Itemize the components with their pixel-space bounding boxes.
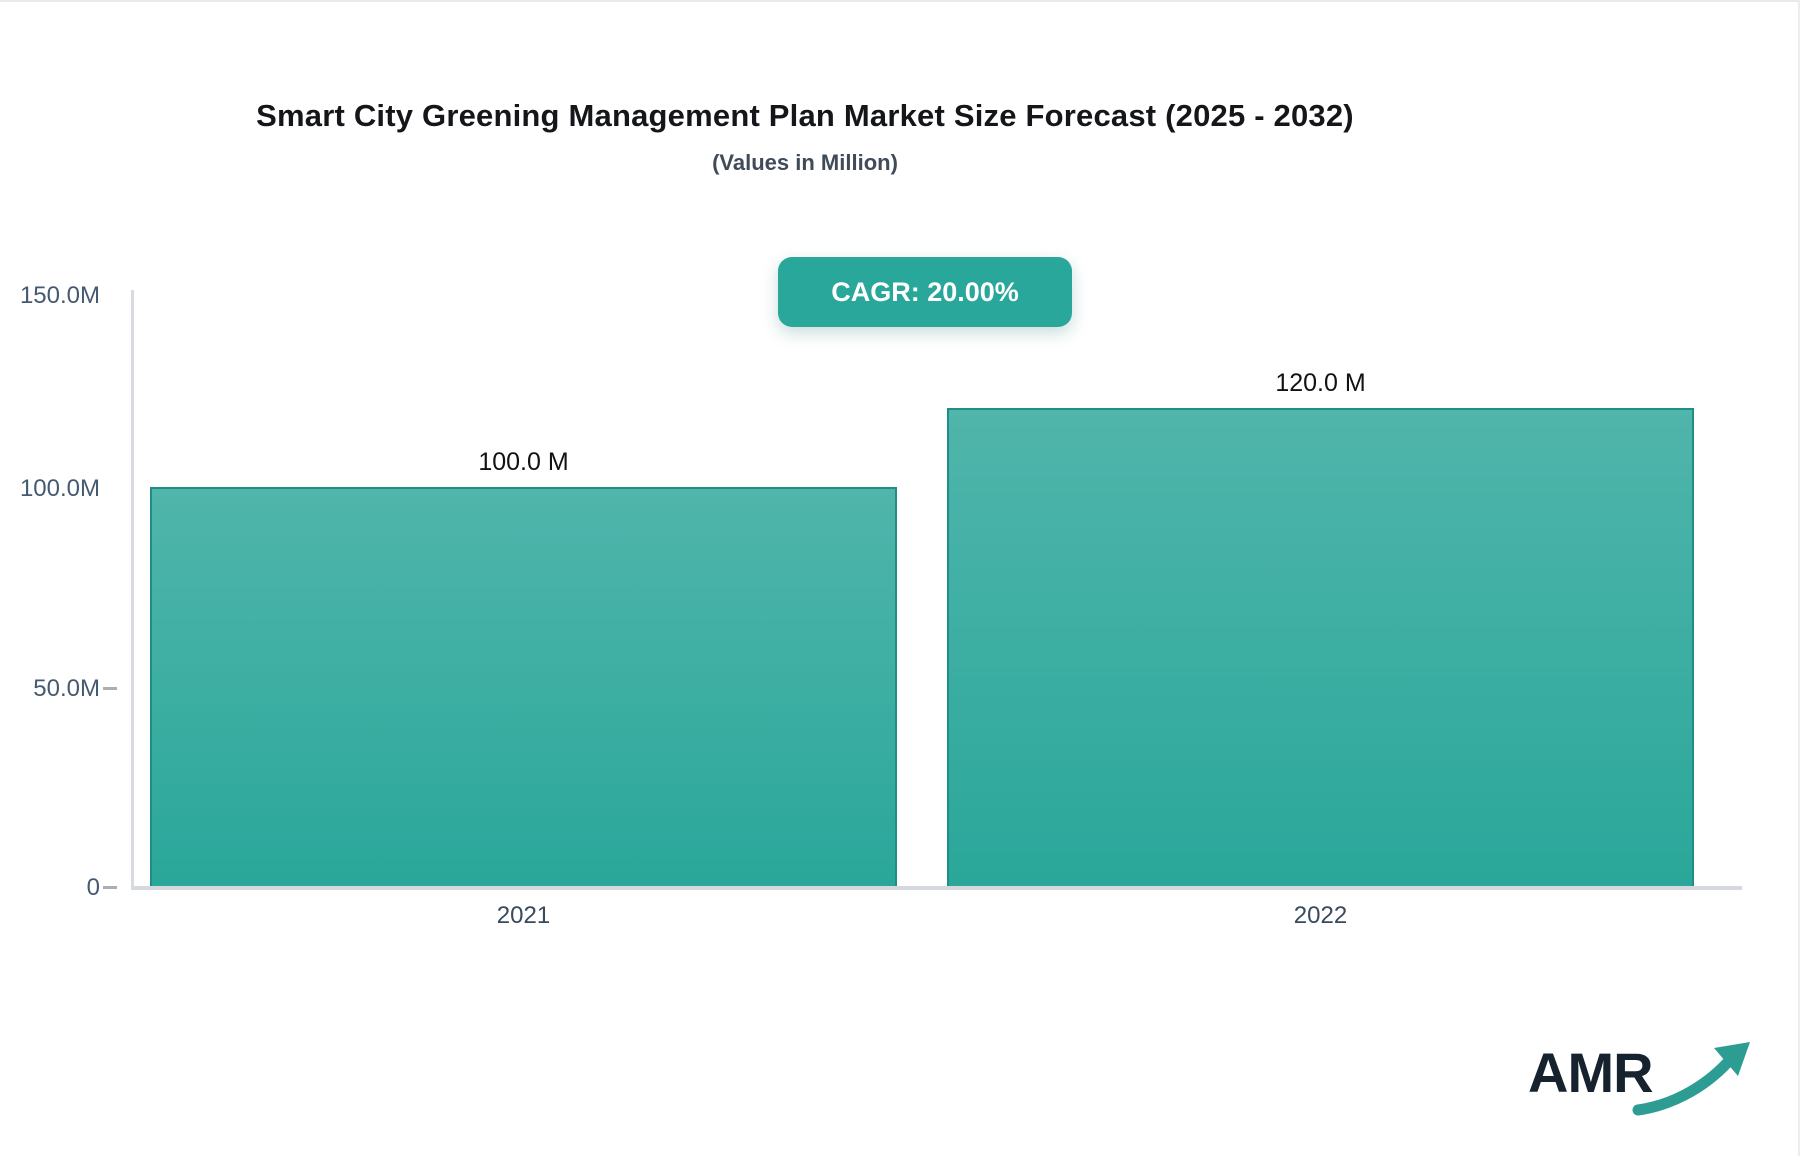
bar-2021[interactable] [150, 487, 897, 886]
y-tick-label-150: 150.0M [19, 282, 100, 309]
bar-value-label-2021: 100.0 M [478, 448, 569, 476]
chart-title: Smart City Greening Management Plan Mark… [256, 98, 1354, 133]
x-tick-label-2022: 2022 [1293, 902, 1348, 929]
x-tick-label-2021: 2021 [496, 902, 551, 929]
y-axis-labels: 150.0M 100.0M 50.0M 0 [10, 282, 100, 901]
y-tick-label-0: 0 [86, 874, 100, 901]
y-axis-line [131, 290, 134, 888]
y-tick-label-50: 50.0M [33, 675, 100, 702]
y-axis-tick-0 [103, 886, 117, 889]
cagr-badge: CAGR: 20.00% [778, 257, 1072, 327]
bar-value-label-2022: 120.0 M [1275, 369, 1366, 397]
amr-logo: AMR [1528, 1032, 1758, 1122]
amr-logo-text: AMR [1528, 1041, 1654, 1104]
bar-2022[interactable] [947, 408, 1694, 886]
y-tick-label-100: 100.0M [19, 475, 100, 502]
trending-up-arrow-icon [1632, 1042, 1750, 1116]
plot-area: 100.0 M 120.0 M 2021 2022 [103, 290, 1742, 929]
y-axis-tick-50 [103, 687, 117, 690]
chart-subtitle: (Values in Million) [712, 150, 898, 175]
x-axis-line [131, 886, 1742, 890]
